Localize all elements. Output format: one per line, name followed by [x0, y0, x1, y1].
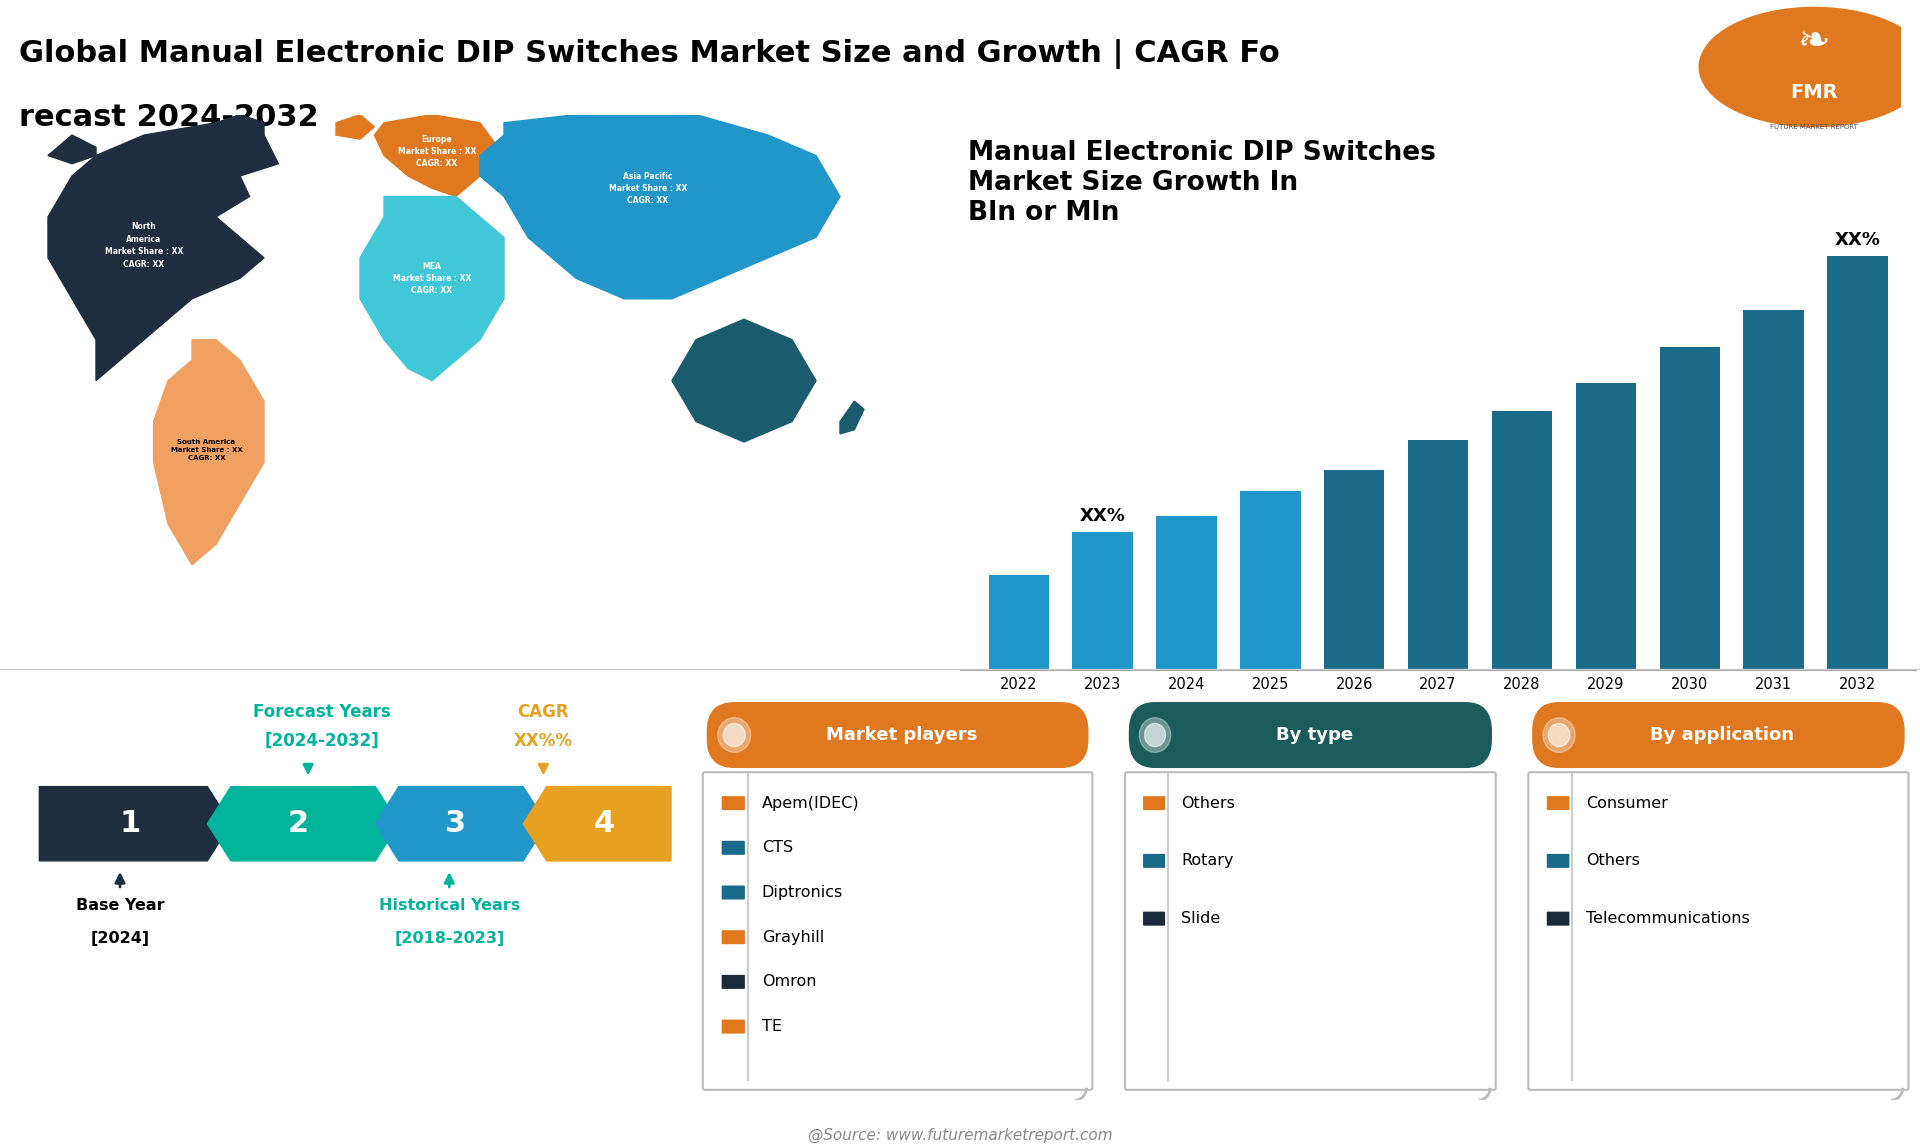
Bar	[989, 575, 1048, 670]
Text: Market players: Market players	[826, 727, 977, 744]
FancyBboxPatch shape	[722, 975, 745, 989]
Polygon shape	[48, 123, 278, 380]
Bar	[1743, 311, 1803, 670]
Text: North
America
Market Share : XX
CAGR: XX: North America Market Share : XX CAGR: XX	[106, 222, 182, 269]
Text: FUTURE MARKET REPORT: FUTURE MARKET REPORT	[1770, 124, 1859, 129]
Text: Europe
Market Share : XX
CAGR: XX: Europe Market Share : XX CAGR: XX	[397, 135, 476, 167]
Text: South America
Market Share : XX
CAGR: XX: South America Market Share : XX CAGR: XX	[171, 439, 242, 461]
Text: CTS: CTS	[762, 840, 793, 855]
Polygon shape	[215, 115, 265, 143]
Circle shape	[724, 723, 745, 746]
Bar	[1659, 346, 1720, 670]
Text: Base Year: Base Year	[75, 898, 165, 913]
Polygon shape	[336, 115, 374, 139]
FancyBboxPatch shape	[722, 796, 745, 810]
Circle shape	[1548, 723, 1571, 746]
Text: [2024]: [2024]	[90, 931, 150, 945]
FancyBboxPatch shape	[1142, 796, 1165, 810]
FancyBboxPatch shape	[1548, 911, 1569, 926]
FancyBboxPatch shape	[707, 702, 1089, 768]
Text: Others: Others	[1181, 795, 1235, 810]
FancyBboxPatch shape	[703, 772, 1092, 1090]
Polygon shape	[522, 786, 670, 861]
Circle shape	[1139, 717, 1171, 753]
Polygon shape	[374, 115, 503, 196]
Circle shape	[718, 717, 751, 753]
Text: Grayhill: Grayhill	[762, 929, 824, 944]
FancyBboxPatch shape	[722, 886, 745, 900]
Text: FMR: FMR	[1791, 83, 1837, 102]
Text: By type: By type	[1275, 727, 1354, 744]
Text: [2018-2023]: [2018-2023]	[394, 931, 505, 945]
FancyBboxPatch shape	[1548, 796, 1569, 810]
Text: Global Manual Electronic DIP Switches Market Size and Growth | CAGR Fo: Global Manual Electronic DIP Switches Ma…	[19, 39, 1281, 69]
Text: Manual Electronic DIP Switches
Market Size Growth In
Bln or Mln: Manual Electronic DIP Switches Market Si…	[968, 140, 1436, 226]
Text: Slide: Slide	[1181, 911, 1221, 926]
Text: 1: 1	[119, 809, 140, 838]
Text: Forecast Years: Forecast Years	[253, 704, 390, 721]
Text: ❧: ❧	[1799, 23, 1830, 61]
Text: Apem(IDEC): Apem(IDEC)	[762, 795, 860, 810]
Text: 3: 3	[445, 809, 467, 838]
Bar	[1073, 532, 1133, 670]
Text: XX%: XX%	[1079, 507, 1125, 525]
Bar	[1828, 256, 1887, 670]
FancyBboxPatch shape	[1532, 702, 1905, 768]
Polygon shape	[154, 339, 265, 565]
FancyBboxPatch shape	[1142, 911, 1165, 926]
Polygon shape	[38, 786, 230, 861]
Bar	[1407, 440, 1469, 670]
Text: XX%: XX%	[1834, 230, 1880, 249]
Text: recast 2024-2032: recast 2024-2032	[19, 103, 319, 132]
Text: 2: 2	[288, 809, 309, 838]
FancyBboxPatch shape	[722, 841, 745, 855]
Text: TE: TE	[762, 1019, 781, 1034]
Text: XX%%: XX%%	[515, 732, 572, 751]
Circle shape	[1699, 7, 1920, 126]
Text: Telecommunications: Telecommunications	[1586, 911, 1749, 926]
Bar	[1325, 470, 1384, 670]
Circle shape	[1144, 723, 1165, 746]
Bar	[1492, 411, 1551, 670]
Text: By application: By application	[1651, 727, 1793, 744]
Text: MEA
Market Share : XX
CAGR: XX: MEA Market Share : XX CAGR: XX	[394, 262, 470, 295]
Bar	[1576, 383, 1636, 670]
Text: Others: Others	[1586, 854, 1640, 869]
Text: CAGR: CAGR	[518, 704, 568, 721]
Polygon shape	[207, 786, 399, 861]
Text: Consumer: Consumer	[1586, 795, 1668, 810]
Polygon shape	[672, 320, 816, 442]
FancyBboxPatch shape	[1528, 772, 1908, 1090]
FancyBboxPatch shape	[1548, 854, 1569, 868]
Text: Historical Years: Historical Years	[378, 898, 520, 913]
Text: [2024-2032]: [2024-2032]	[265, 732, 378, 751]
Text: Diptronics: Diptronics	[762, 885, 843, 900]
Text: Rotary: Rotary	[1181, 854, 1235, 869]
Text: 4: 4	[593, 809, 614, 838]
Polygon shape	[480, 115, 841, 299]
Polygon shape	[48, 135, 96, 164]
FancyBboxPatch shape	[722, 1020, 745, 1034]
FancyBboxPatch shape	[1129, 702, 1492, 768]
FancyBboxPatch shape	[1125, 772, 1496, 1090]
Text: Omron: Omron	[762, 974, 816, 989]
Text: Asia Pacific
Market Share : XX
CAGR: XX: Asia Pacific Market Share : XX CAGR: XX	[609, 172, 687, 205]
Polygon shape	[361, 196, 503, 380]
FancyBboxPatch shape	[722, 931, 745, 944]
Text: @Source: www.futuremarketreport.com: @Source: www.futuremarketreport.com	[808, 1129, 1112, 1144]
Polygon shape	[374, 786, 547, 861]
Polygon shape	[841, 401, 864, 434]
FancyBboxPatch shape	[1142, 854, 1165, 868]
Circle shape	[1544, 717, 1574, 753]
Bar	[1240, 492, 1300, 670]
Bar	[1156, 516, 1217, 670]
